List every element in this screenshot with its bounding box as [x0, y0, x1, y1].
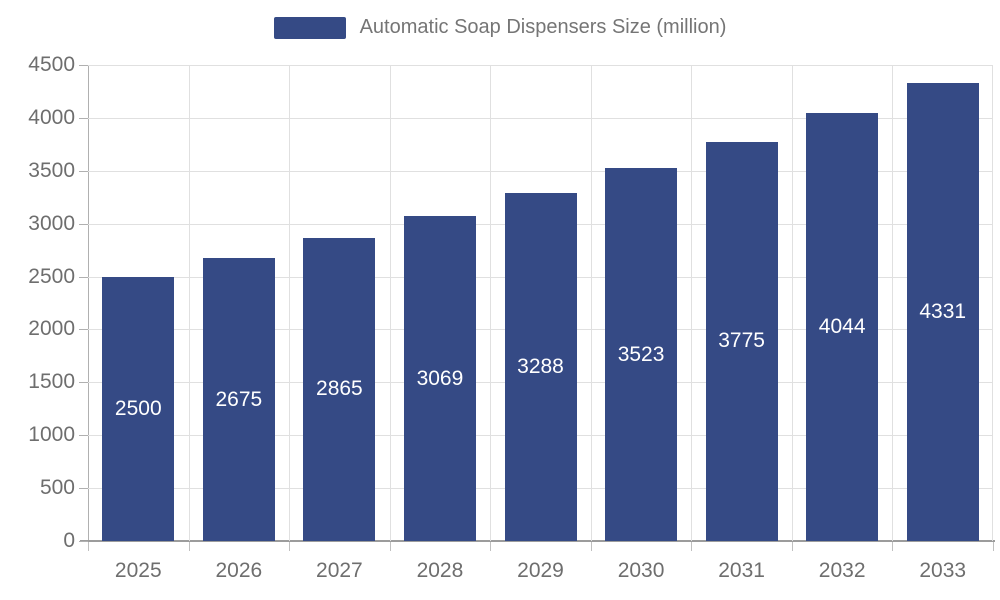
bar-value-label: 2500 [114, 396, 162, 420]
y-tick-label: 4500 [28, 53, 75, 76]
bar-2026: 2675 [202, 258, 275, 541]
bar-value-label: 3069 [416, 366, 464, 390]
bar-value-label: 4044 [818, 315, 866, 339]
y-axis-line [88, 65, 89, 541]
bar-2027: 2865 [303, 237, 376, 541]
bar-2025: 2500 [102, 276, 175, 541]
x-axis-tick [188, 542, 190, 551]
y-axis-tick [79, 541, 88, 542]
y-tick-label: 1500 [28, 370, 75, 394]
x-tick-label: 2027 [316, 559, 363, 582]
x-gridline [490, 65, 492, 541]
x-tick-label: 2029 [517, 559, 564, 582]
bar-value-label: 2865 [316, 377, 363, 401]
plot-right-border [992, 65, 993, 541]
bar-2033: 4331 [906, 82, 979, 541]
x-axis-tick [590, 542, 592, 551]
bar-2030: 3523 [605, 168, 678, 541]
y-tick-label: 1000 [28, 423, 75, 447]
x-gridline [188, 65, 190, 541]
x-axis-tick [691, 542, 693, 551]
x-gridline [691, 65, 693, 541]
bar-value-label: 2675 [215, 387, 263, 411]
x-tick-label: 2033 [919, 559, 967, 582]
y-tick-label: 3500 [28, 158, 75, 182]
y-gridline [88, 117, 993, 119]
y-axis-tick [79, 276, 88, 278]
x-axis-tick [993, 542, 994, 551]
y-gridline [88, 170, 993, 172]
x-tick-label: 2032 [818, 559, 866, 582]
x-tick-label: 2031 [718, 559, 765, 582]
x-gridline [590, 65, 592, 541]
x-tick-label: 2030 [617, 559, 665, 582]
bar-2032: 4044 [806, 113, 879, 541]
x-gridline [389, 65, 391, 541]
y-tick-label: 2000 [28, 317, 75, 341]
bar-value-label: 4331 [919, 299, 967, 323]
x-tick-label: 2025 [114, 559, 162, 582]
bar-value-label: 3775 [718, 329, 765, 353]
legend-swatch [273, 16, 346, 39]
x-axis-tick [791, 542, 793, 551]
bar-2031: 3775 [705, 141, 778, 541]
y-axis-tick [79, 382, 88, 384]
y-tick-label: 4000 [28, 105, 75, 129]
x-axis-tick [389, 542, 391, 551]
bar-2028: 3069 [403, 216, 476, 541]
x-gridline [892, 65, 894, 541]
y-axis-tick [79, 223, 88, 225]
x-axis-tick [289, 542, 291, 551]
y-tick-label: 3000 [28, 211, 75, 235]
bar-value-label: 3523 [617, 342, 665, 366]
x-axis-tick [88, 542, 89, 551]
legend[interactable]: Automatic Soap Dispensers Size (million) [0, 16, 1000, 39]
y-axis-tick [79, 170, 88, 172]
y-axis-tick [79, 488, 88, 490]
y-axis-tick [79, 435, 88, 437]
x-axis-tick [490, 542, 492, 551]
bar-value-label: 3288 [517, 355, 564, 379]
y-tick-label: 500 [39, 476, 75, 500]
x-tick-label: 2028 [416, 559, 464, 582]
x-tick-label: 2026 [215, 559, 263, 582]
legend-label: Automatic Soap Dispensers Size (million) [359, 16, 727, 38]
bar-2029: 3288 [504, 193, 577, 541]
x-axis-tick [892, 542, 894, 551]
x-axis-line [80, 540, 995, 542]
y-axis-tick [79, 117, 88, 119]
y-gridline [88, 65, 993, 66]
y-axis-tick [79, 65, 88, 66]
y-tick-label: 2500 [28, 264, 75, 288]
y-axis-tick [79, 329, 88, 331]
plot-area: 2500 2675 2865 3069 3288 3523 3775 4044 4331 [88, 65, 993, 541]
x-gridline [791, 65, 793, 541]
y-tick-label: 0 [63, 529, 75, 552]
x-gridline [289, 65, 291, 541]
